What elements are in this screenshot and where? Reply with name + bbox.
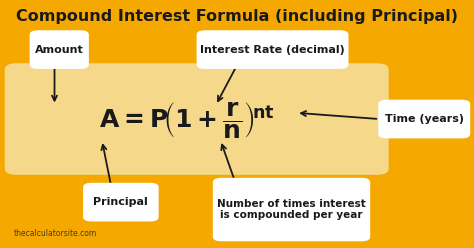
Text: $\mathbf{A = P\!\left(1 + \dfrac{r}{n}\right)^{\!\mathbf{nt}}}$: $\mathbf{A = P\!\left(1 + \dfrac{r}{n}\r… — [99, 100, 275, 140]
Text: thecalculatorsite.com: thecalculatorsite.com — [14, 229, 98, 238]
Text: Interest Rate (decimal): Interest Rate (decimal) — [200, 45, 345, 55]
Text: Number of times interest
is compounded per year: Number of times interest is compounded p… — [217, 199, 366, 220]
Text: Principal: Principal — [93, 197, 148, 207]
Text: Compound Interest Formula (including Principal): Compound Interest Formula (including Pri… — [16, 9, 458, 24]
Text: Time (years): Time (years) — [385, 114, 464, 124]
FancyBboxPatch shape — [29, 30, 89, 69]
FancyBboxPatch shape — [5, 63, 389, 175]
FancyBboxPatch shape — [378, 100, 470, 138]
Text: Amount: Amount — [35, 45, 83, 55]
FancyBboxPatch shape — [83, 183, 159, 221]
FancyBboxPatch shape — [213, 178, 370, 241]
FancyBboxPatch shape — [197, 30, 348, 69]
